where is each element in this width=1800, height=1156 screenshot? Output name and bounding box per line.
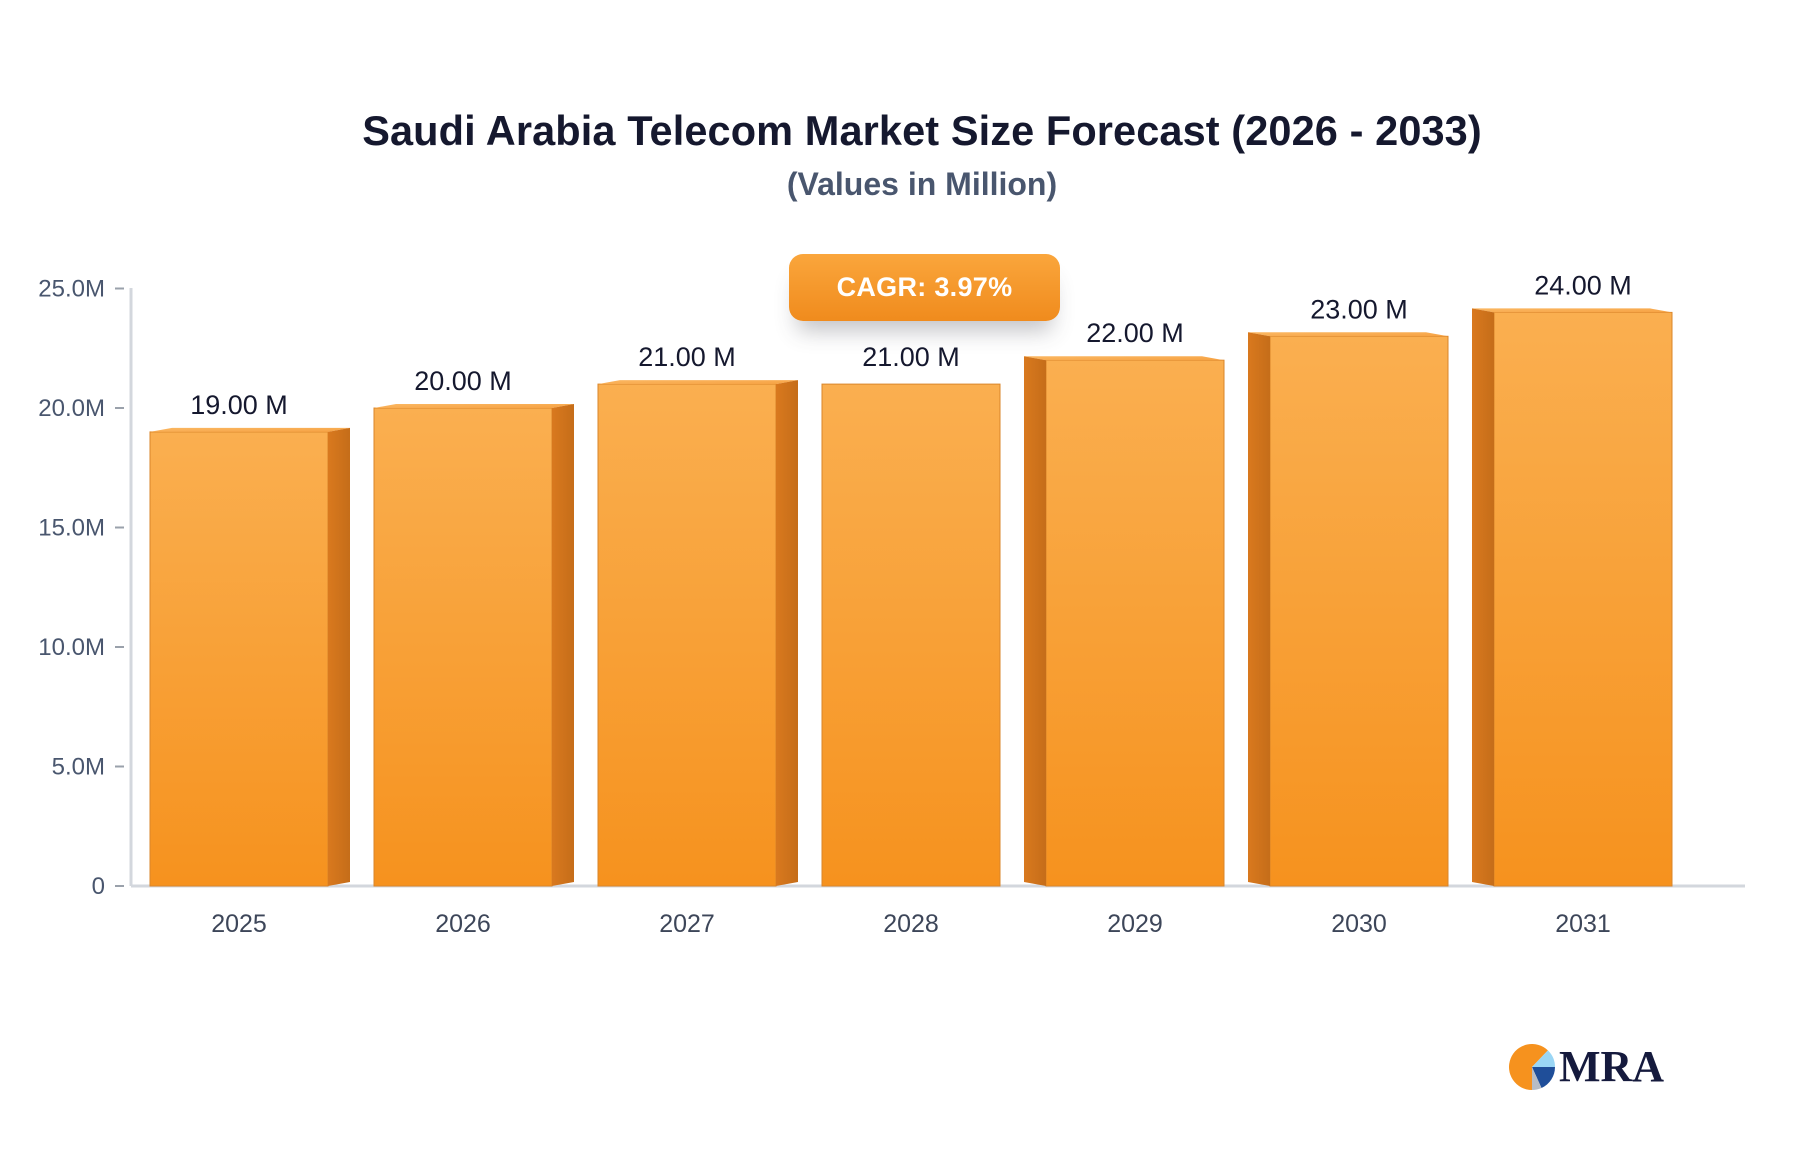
- svg-text:20.00 M: 20.00 M: [414, 366, 512, 396]
- svg-text:2028: 2028: [883, 910, 939, 938]
- svg-text:22.00 M: 22.00 M: [1086, 318, 1184, 348]
- svg-text:2027: 2027: [659, 910, 715, 938]
- svg-text:25.0M: 25.0M: [38, 276, 105, 303]
- svg-text:MRA: MRA: [1559, 1042, 1664, 1091]
- svg-text:15.0M: 15.0M: [38, 515, 105, 542]
- svg-text:2029: 2029: [1107, 910, 1163, 938]
- svg-text:20.0M: 20.0M: [38, 395, 105, 422]
- svg-text:24.00 M: 24.00 M: [1534, 270, 1632, 300]
- svg-text:23.00 M: 23.00 M: [1310, 294, 1408, 324]
- svg-text:19.00 M: 19.00 M: [190, 390, 288, 420]
- svg-text:2031: 2031: [1555, 910, 1611, 938]
- svg-text:21.00 M: 21.00 M: [862, 342, 960, 372]
- svg-text:2030: 2030: [1331, 910, 1387, 938]
- svg-text:2025: 2025: [211, 910, 267, 938]
- svg-text:5.0M: 5.0M: [52, 754, 105, 781]
- svg-text:10.0M: 10.0M: [38, 634, 105, 661]
- svg-text:2026: 2026: [435, 910, 491, 938]
- svg-text:21.00 M: 21.00 M: [638, 342, 736, 372]
- svg-text:0: 0: [92, 873, 105, 900]
